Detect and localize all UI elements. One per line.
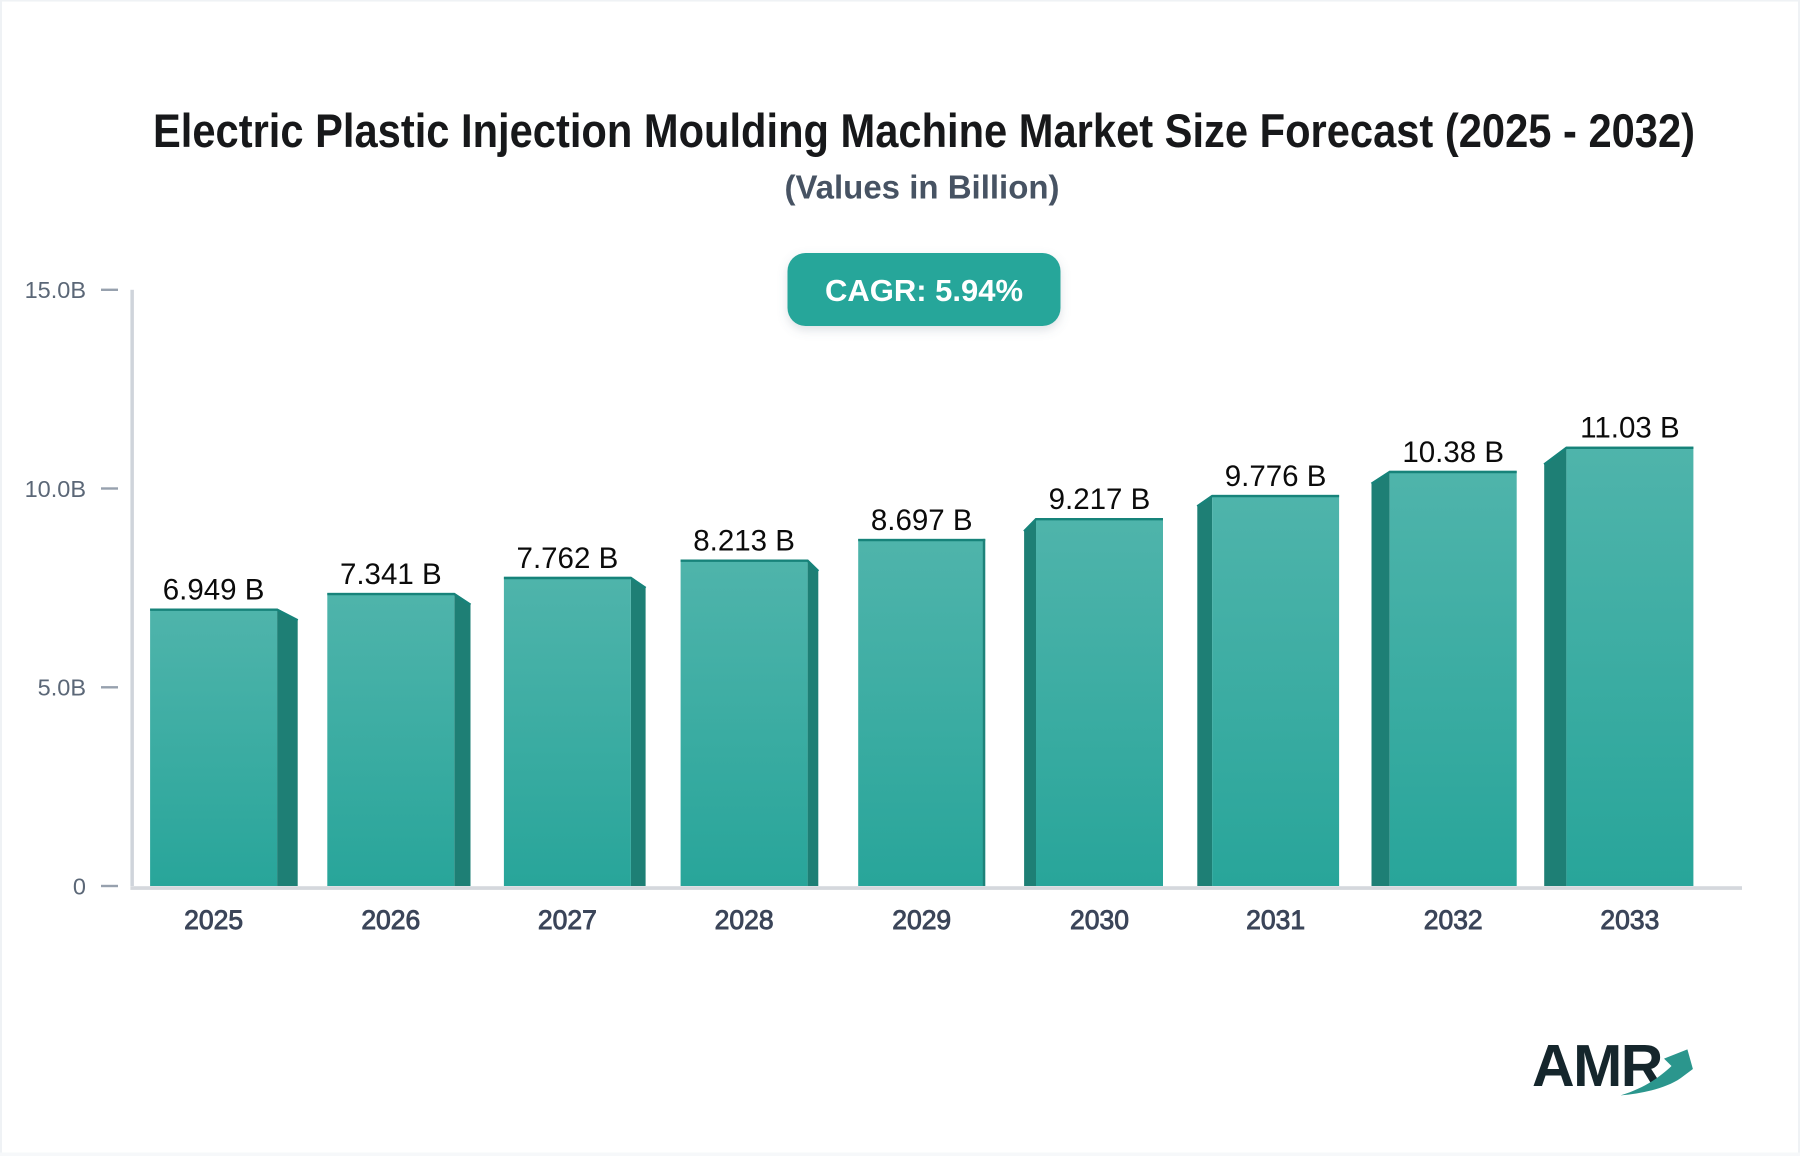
svg-text:(Values in Billion): (Values in Billion) [784,169,1059,206]
svg-text:9.217 B: 9.217 B [1049,483,1151,516]
svg-text:2029: 2029 [892,905,951,935]
svg-text:5.0B: 5.0B [38,675,86,701]
svg-text:8.213 B: 8.213 B [693,525,795,558]
svg-text:2031: 2031 [1246,905,1305,935]
svg-text:11.03 B: 11.03 B [1580,412,1680,445]
svg-text:6.949 B: 6.949 B [163,574,265,607]
svg-text:2027: 2027 [538,905,597,935]
svg-text:8.697 B: 8.697 B [871,504,973,537]
svg-text:2026: 2026 [361,905,420,935]
svg-text:2028: 2028 [715,905,774,935]
svg-text:2032: 2032 [1424,905,1483,935]
svg-text:2033: 2033 [1600,905,1659,935]
svg-text:10.0B: 10.0B [25,476,86,502]
svg-text:0: 0 [73,873,86,899]
svg-text:2030: 2030 [1070,905,1129,935]
svg-text:9.776 B: 9.776 B [1225,460,1327,493]
svg-text:CAGR: 5.94%: CAGR: 5.94% [825,273,1023,308]
svg-text:2025: 2025 [184,905,243,935]
svg-text:7.341 B: 7.341 B [340,558,442,591]
svg-text:7.762 B: 7.762 B [517,542,619,575]
svg-text:15.0B: 15.0B [25,277,86,303]
svg-text:Electric Plastic Injection Mou: Electric Plastic Injection Moulding Mach… [153,104,1695,157]
svg-text:10.38 B: 10.38 B [1402,436,1504,469]
